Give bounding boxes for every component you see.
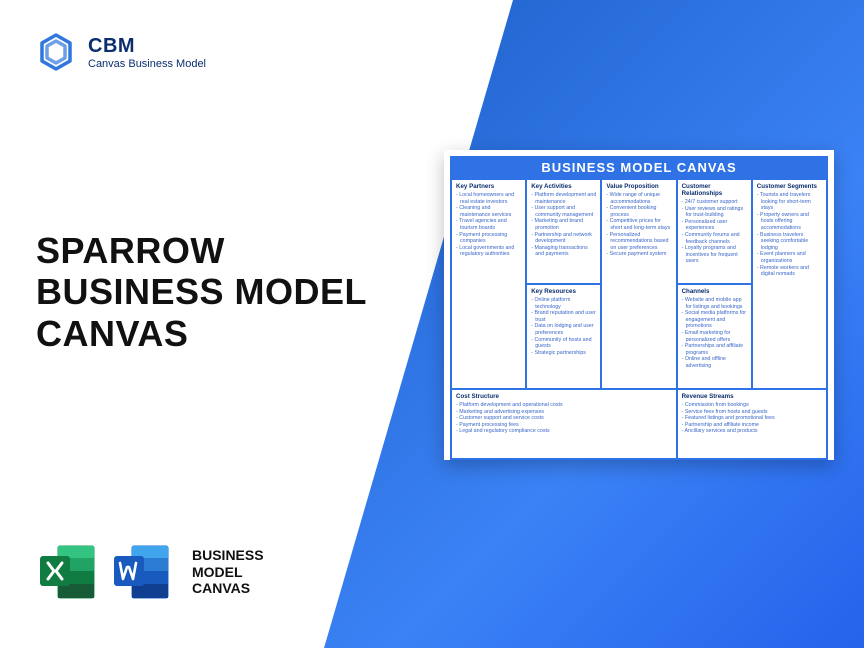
cell-key-activities: Key Activities Platform development and … [526,179,601,284]
file-type-icons: BUSINESS MODEL CANVAS [36,540,264,604]
list-item: Partnership and affiliate income [682,422,822,429]
hex-logo-icon [36,32,76,72]
list-item: Local governments and regulatory authori… [456,245,521,258]
title-line-2: BUSINESS MODEL [36,271,367,312]
cell-channels: Channels Website and mobile app for list… [677,284,752,389]
list-item: Platform development and maintenance [531,192,596,205]
list-item: Loyalty programs and incentives for freq… [682,245,747,265]
cell-key-resources: Key Resources Online platform technology… [526,284,601,389]
list-item: Legal and regulatory compliance costs [456,428,672,435]
list-item: Wide range of unique accommodations [606,192,671,205]
excel-icon [36,540,100,604]
list-item: Community of hosts and guests [531,337,596,350]
list-item: Data on lodging and user preferences [531,323,596,336]
list-item: Personalized recommendations based on us… [606,232,671,252]
list-item: Marketing and brand promotion [531,218,596,231]
list-item: Travel agencies and tourism boards [456,218,521,231]
list-item: Service fees from hosts and guests [682,409,822,416]
canvas-header: BUSINESS MODEL CANVAS [450,156,828,179]
cell-revenue-streams: Revenue Streams Commission from bookings… [677,389,827,459]
list-item: Business travelers seeking comfortable l… [757,232,822,252]
list-item: Online and offline advertising [682,356,747,369]
brand-tagline: Canvas Business Model [88,58,206,70]
list-item: Managing transactions and payments [531,245,596,258]
list-item: Tourists and travelers looking for short… [757,192,822,212]
list-item: Marketing and advertising expenses [456,409,672,416]
file-label-l3: CANVAS [192,580,264,597]
list-item: Social media platforms for engagement an… [682,310,747,330]
list-item: Customer support and service costs [456,415,672,422]
list-item: Payment processing fees [456,422,672,429]
cs-title: Customer Segments [757,183,822,190]
cell-value-proposition: Value Proposition Wide range of unique a… [601,179,676,389]
main-title: SPARROW BUSINESS MODEL CANVAS [36,230,367,354]
list-item: Convenient booking process [606,205,671,218]
title-line-3: CANVAS [36,313,367,354]
cell-key-partners: Key Partners Local homeowners and real e… [451,179,526,389]
list-item: Remote workers and digital nomads [757,265,822,278]
brand-name: CBM [88,35,206,58]
list-item: User reviews and ratings for trust-build… [682,206,747,219]
title-line-1: SPARROW [36,230,367,271]
canvas-grid: Key Partners Local homeowners and real e… [450,179,828,460]
list-item: Commission from bookings [682,402,822,409]
kr-title: Key Resources [531,288,596,295]
kp-title: Key Partners [456,183,521,190]
list-item: Strategic partnerships [531,350,596,357]
list-item: Competitive prices for short and long-te… [606,218,671,231]
list-item: Cleaning and maintenance services [456,205,521,218]
list-item: Email marketing for personalized offers [682,330,747,343]
rev-title: Revenue Streams [682,393,822,400]
ch-title: Channels [682,288,747,295]
list-item: Online platform technology [531,297,596,310]
list-item: Payment processing companies [456,232,521,245]
file-label: BUSINESS MODEL CANVAS [192,547,264,597]
list-item: 24/7 customer support [682,199,747,206]
file-label-l2: MODEL [192,564,264,581]
list-item: Platform development and operational cos… [456,402,672,409]
word-icon [110,540,174,604]
brand-logo: CBM Canvas Business Model [36,32,206,72]
cost-title: Cost Structure [456,393,672,400]
list-item: Partnership and network development [531,232,596,245]
list-item: User support and community management [531,205,596,218]
list-item: Partnerships and affiliate programs [682,343,747,356]
vp-title: Value Proposition [606,183,671,190]
list-item: Personalized user experiences [682,219,747,232]
cell-customer-relationships: Customer Relationships 24/7 customer sup… [677,179,752,284]
list-item: Secure payment system [606,251,671,258]
bmc-canvas-card: BUSINESS MODEL CANVAS Key Partners Local… [444,150,834,460]
ka-title: Key Activities [531,183,596,190]
cr-title: Customer Relationships [682,183,747,197]
file-label-l1: BUSINESS [192,547,264,564]
cell-customer-segments: Customer Segments Tourists and travelers… [752,179,827,389]
list-item: Ancillary services and products [682,428,822,435]
cell-cost-structure: Cost Structure Platform development and … [451,389,677,459]
list-item: Event planners and organizations [757,251,822,264]
list-item: Local homeowners and real estate investo… [456,192,521,205]
list-item: Property owners and hosts offering accom… [757,212,822,232]
list-item: Brand reputation and user trust [531,310,596,323]
list-item: Website and mobile app for listings and … [682,297,747,310]
list-item: Community forums and feedback channels [682,232,747,245]
list-item: Featured listings and promotional fees [682,415,822,422]
